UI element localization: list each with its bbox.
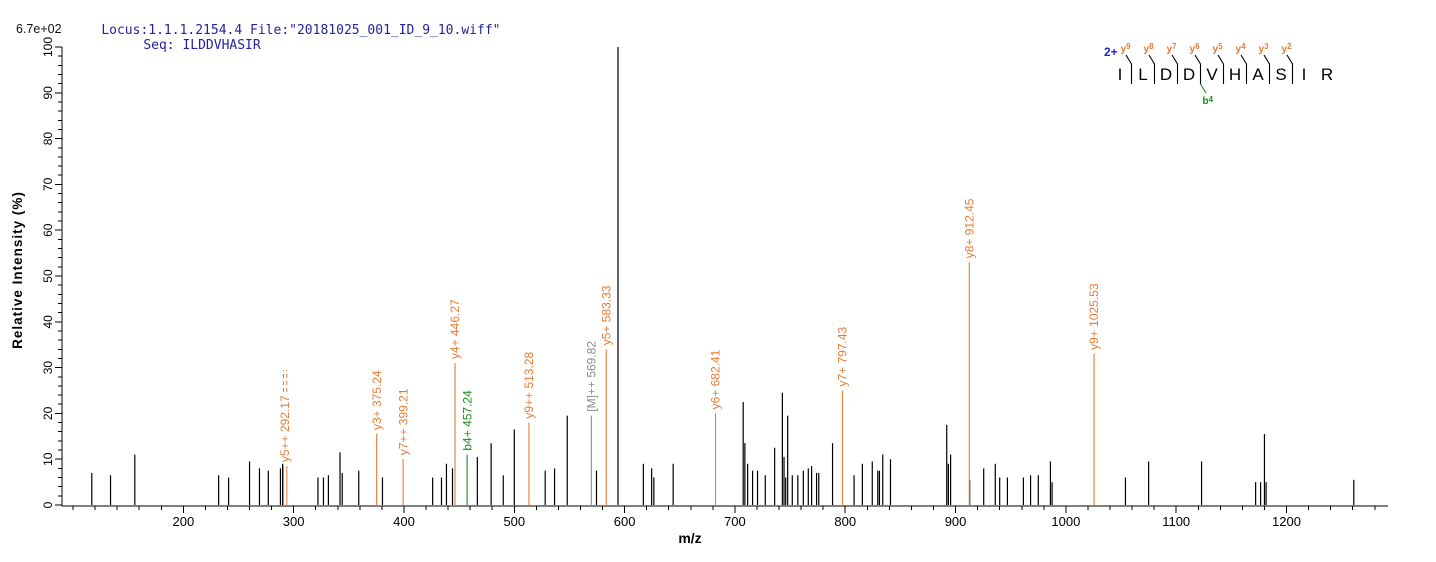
fragment-label: y5++ 292.17 [278, 395, 292, 462]
svg-text:300: 300 [283, 514, 305, 529]
fragment-label: y5+ 583.33 [599, 285, 613, 345]
svg-text:1000: 1000 [1051, 514, 1080, 529]
residue-letter: D [1160, 65, 1172, 84]
fragment-label: y9++ 513.28 [522, 352, 536, 419]
residue-letter: L [1138, 65, 1147, 84]
svg-text:400: 400 [393, 514, 415, 529]
y-ion-label: y3 [1259, 42, 1270, 55]
y-ion-break-mark [1171, 54, 1179, 84]
svg-text:90: 90 [41, 86, 55, 100]
residue-letter: R [1321, 65, 1333, 84]
fragment-label: y8+ 912.45 [962, 198, 976, 258]
residue-letter: H [1229, 65, 1241, 84]
svg-text:500: 500 [503, 514, 525, 529]
fragment-label: y7++ 399.21 [396, 388, 410, 455]
y-ion-label: y9 [1121, 42, 1132, 55]
header-line: Locus:1.1.1.2154.4 File:"20181025_001_ID… [70, 8, 500, 68]
y-ion-label: y4 [1236, 42, 1247, 55]
svg-text:60: 60 [41, 223, 55, 237]
y-ion-break-mark [1148, 54, 1156, 84]
fragment-y7+: y7+ 797.43 [836, 326, 850, 505]
locus-file-label: Locus:1.1.1.2154.4 File:"20181025_001_ID… [101, 23, 501, 38]
svg-text:1200: 1200 [1272, 514, 1301, 529]
axes [61, 47, 1388, 507]
max-intensity-label: 6.7e+02 [16, 22, 62, 36]
fragment-label: y7+ 797.43 [836, 326, 850, 386]
y-ion-break-mark [1217, 54, 1225, 84]
y-ion-label: y2 [1282, 42, 1293, 55]
svg-text:100: 100 [41, 37, 55, 57]
fragment-y4+: y4+ 446.27 [448, 299, 462, 505]
y-ion-label: y8 [1144, 42, 1155, 55]
fragment-y5++: y5++ 292.17 [278, 369, 292, 505]
svg-text:800: 800 [834, 514, 856, 529]
fragment-label: y9+ 1025.53 [1087, 283, 1101, 350]
fragment-y5+: y5+ 583.33 [599, 285, 613, 505]
tick-marks [55, 46, 1376, 513]
residue-letter: I [1118, 65, 1123, 84]
fragment-label: y6+ 682.41 [709, 349, 723, 409]
svg-text:30: 30 [41, 361, 55, 375]
axis-titles: m/z Relative Intensity (%) [10, 191, 702, 546]
fragment-y9+: y9+ 1025.53 [1087, 283, 1101, 505]
svg-text:0: 0 [41, 501, 55, 508]
svg-text:80: 80 [41, 132, 55, 146]
fragment-b4+: b4+ 457.24 [460, 390, 474, 505]
residue-letter: D [1183, 65, 1195, 84]
svg-text:20: 20 [41, 406, 55, 420]
fragment-label: [M]++ 569.82 [585, 341, 599, 412]
svg-text:700: 700 [724, 514, 746, 529]
y-ion-break-mark [1125, 54, 1133, 84]
y-ion-break-mark [1240, 54, 1248, 84]
svg-text:900: 900 [945, 514, 967, 529]
fragment-y7++: y7++ 399.21 [396, 388, 410, 505]
x-axis-title: m/z [678, 530, 701, 546]
fragment-label: b4+ 457.24 [460, 390, 474, 451]
fragment-[M]++: [M]++ 569.82 [585, 341, 599, 505]
residue-letter: V [1206, 65, 1218, 84]
svg-text:40: 40 [41, 315, 55, 329]
y-ion-break-mark [1286, 54, 1294, 84]
b-ion-break-mark [1200, 83, 1207, 94]
svg-text:10: 10 [41, 452, 55, 466]
svg-text:50: 50 [41, 269, 55, 283]
y-ion-label: y7 [1167, 42, 1178, 55]
y-ion-label: y5 [1213, 42, 1224, 55]
y-ion-label: y6 [1190, 42, 1201, 55]
precursor-charge-label: 2+ [1104, 45, 1118, 59]
fragment-y6+: y6+ 682.41 [709, 349, 723, 505]
fragment-label: y3+ 375.24 [370, 370, 384, 430]
sequence-label: Seq: ILDDVHASIR [143, 38, 261, 53]
svg-text:200: 200 [172, 514, 194, 529]
fragment-y9++: y9++ 513.28 [522, 352, 536, 505]
y-axis-title: Relative Intensity (%) [10, 191, 25, 349]
b-ion-label: b4 [1203, 95, 1214, 107]
fragment-label: y4+ 446.27 [448, 299, 462, 359]
svg-text:70: 70 [41, 177, 55, 191]
fragment-y8+: y8+ 912.45 [962, 198, 976, 505]
fragment-y3+: y3+ 375.24 [370, 370, 384, 505]
residue-letter: I [1302, 65, 1307, 84]
svg-text:1100: 1100 [1162, 514, 1190, 529]
residue-letter: S [1275, 65, 1286, 84]
tick-labels: 0 10 20 30 40 50 60 70 80 90 100 200 300 400 500 600 700… [41, 37, 1301, 529]
peaks [91, 47, 1355, 505]
fragment-annotations: y5++ 292.17 y3+ 375.24 y7++ 399.21 y4+ 446.… [278, 198, 1101, 505]
svg-text:600: 600 [614, 514, 636, 529]
y-ion-break-mark [1194, 54, 1202, 84]
residue-letter: A [1252, 65, 1264, 84]
y-ion-break-mark [1263, 54, 1271, 84]
